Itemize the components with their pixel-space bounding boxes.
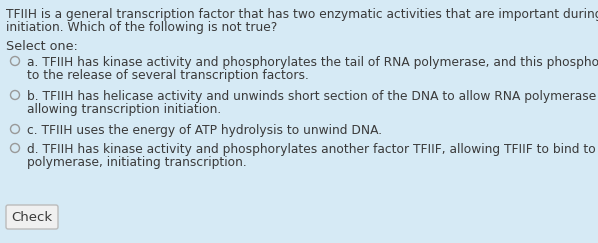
- Text: d. TFIIH has kinase activity and phosphorylates another factor TFIIF, allowing T: d. TFIIH has kinase activity and phospho…: [27, 143, 598, 156]
- Text: allowing transcription initiation.: allowing transcription initiation.: [27, 103, 221, 116]
- Text: b. TFIIH has helicase activity and unwinds short section of the DNA to allow RNA: b. TFIIH has helicase activity and unwin…: [27, 90, 598, 103]
- Circle shape: [11, 57, 20, 66]
- Text: c. TFIIH uses the energy of ATP hydrolysis to unwind DNA.: c. TFIIH uses the energy of ATP hydrolys…: [27, 124, 382, 137]
- Text: TFIIH is a general transcription factor that has two enzymatic activities that a: TFIIH is a general transcription factor …: [6, 8, 598, 21]
- Text: Check: Check: [11, 210, 53, 224]
- FancyBboxPatch shape: [6, 205, 58, 229]
- Text: polymerase, initiating transcription.: polymerase, initiating transcription.: [27, 156, 247, 169]
- Text: Select one:: Select one:: [6, 40, 78, 53]
- Text: initiation. Which of the following is not true?: initiation. Which of the following is no…: [6, 21, 277, 34]
- Circle shape: [11, 124, 20, 133]
- Circle shape: [11, 90, 20, 99]
- Text: a. TFIIH has kinase activity and phosphorylates the tail of RNA polymerase, and : a. TFIIH has kinase activity and phospho…: [27, 56, 598, 69]
- Circle shape: [11, 144, 20, 153]
- Text: to the release of several transcription factors.: to the release of several transcription …: [27, 69, 309, 82]
